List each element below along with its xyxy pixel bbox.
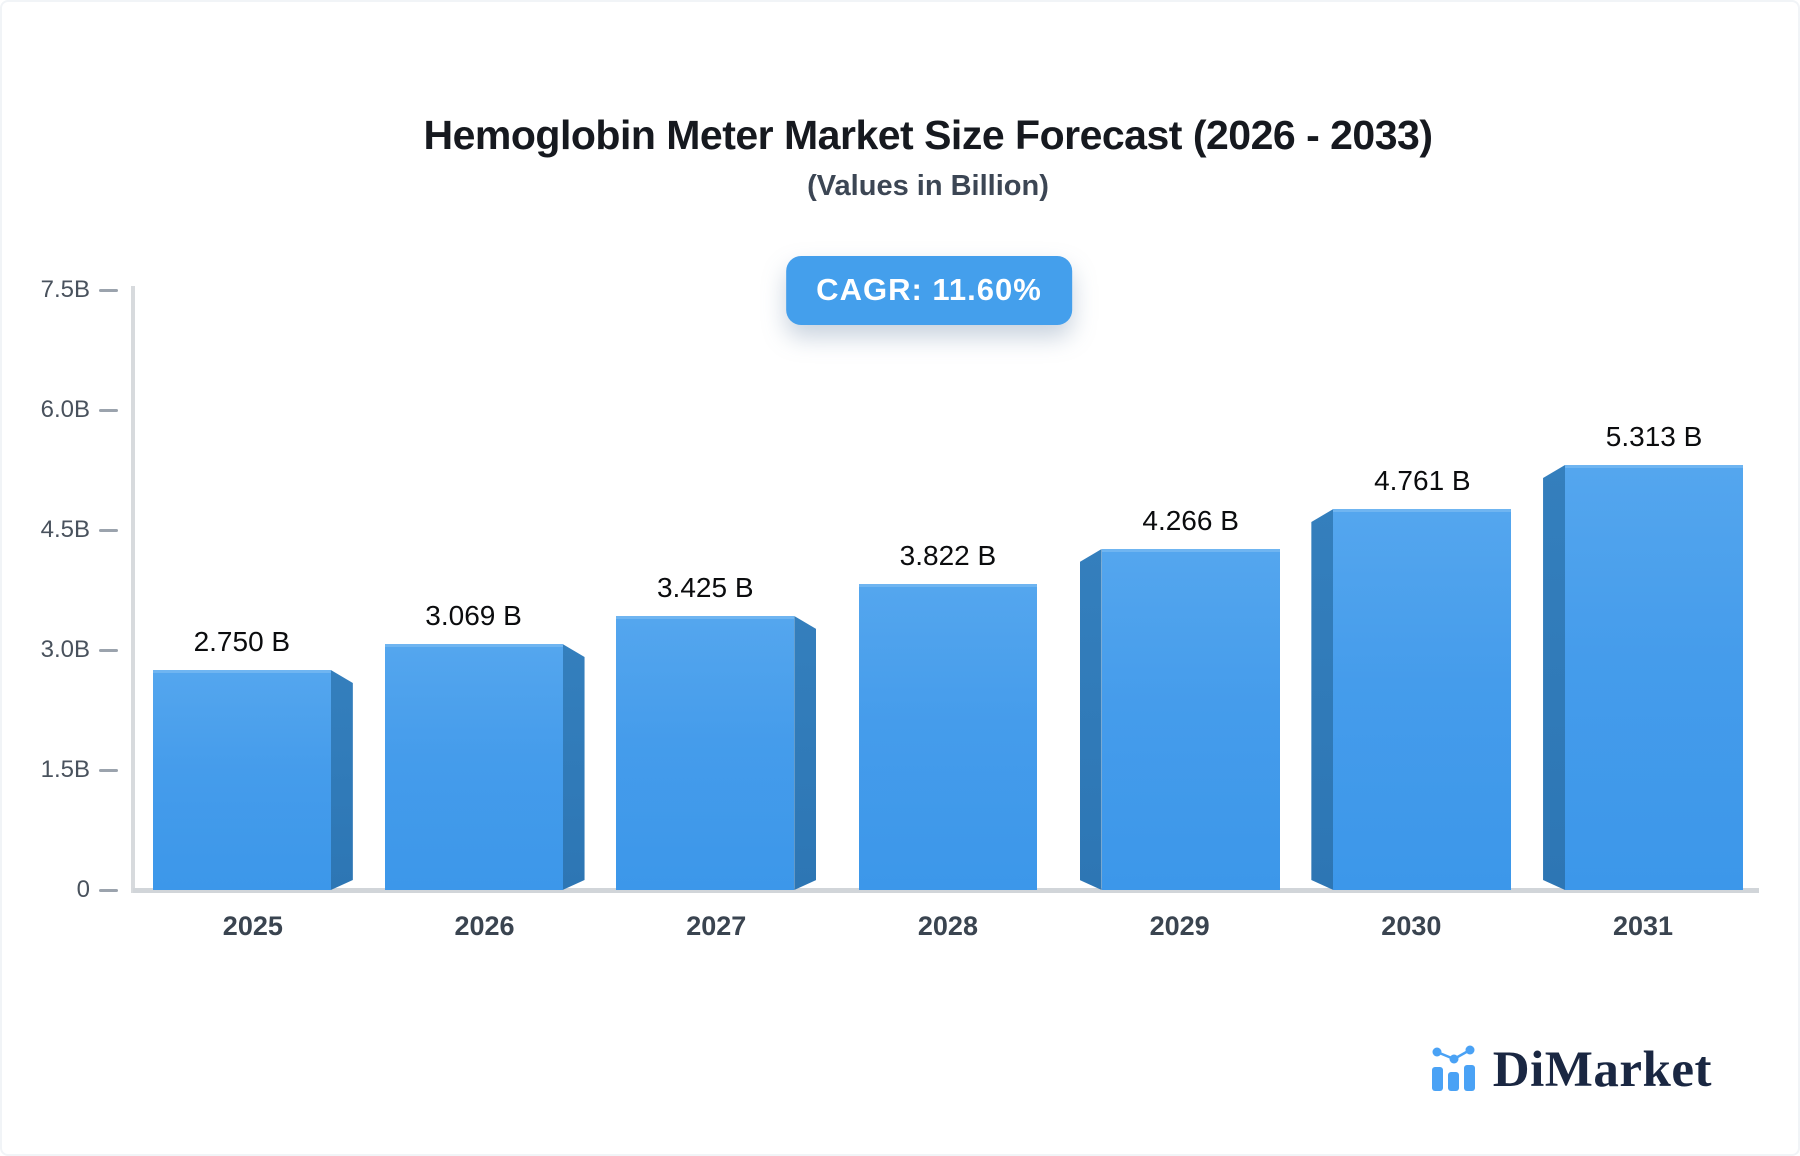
y-axis-tick-label: 1.5B bbox=[40, 756, 90, 783]
y-axis-tick-mark bbox=[99, 648, 118, 652]
y-axis-tick-mark bbox=[99, 408, 118, 412]
cagr-badge: CAGR: 11.60% bbox=[786, 256, 1072, 325]
x-axis-label-2029: 2029 bbox=[1149, 911, 1210, 941]
bar-2029 bbox=[1101, 549, 1280, 890]
chart-subtitle: (Values in Billion) bbox=[807, 170, 1049, 202]
bar-2026-side bbox=[563, 644, 585, 890]
bar-value-label: 4.266 B bbox=[1142, 505, 1239, 536]
x-axis-line bbox=[133, 888, 1759, 893]
mini-bar-chart-icon bbox=[1431, 1045, 1475, 1091]
x-axis-label-2030: 2030 bbox=[1381, 911, 1442, 941]
bar-2028 bbox=[858, 584, 1037, 890]
bar-2030 bbox=[1333, 509, 1512, 890]
y-axis-tick-mark bbox=[99, 768, 118, 772]
brand-name: DiMarket bbox=[1492, 1042, 1712, 1098]
y-axis-tick-mark bbox=[99, 528, 118, 532]
bar-value-label: 3.822 B bbox=[899, 540, 997, 571]
y-axis-tick-mark bbox=[99, 288, 118, 292]
bar-2027-side bbox=[794, 616, 816, 890]
bar-value-label: 2.750 B bbox=[193, 626, 291, 657]
y-axis-line bbox=[131, 286, 135, 893]
y-axis-tick-mark bbox=[99, 888, 118, 892]
x-axis-label-2028: 2028 bbox=[917, 911, 978, 941]
y-axis-tick-label: 3.0B bbox=[40, 636, 90, 663]
brand-logo: DiMarket bbox=[1428, 1042, 1712, 1098]
bar-2027 bbox=[616, 616, 795, 890]
x-axis-label-2025: 2025 bbox=[222, 911, 283, 941]
x-axis-label-2027: 2027 bbox=[686, 911, 747, 941]
bar-2030-side bbox=[1311, 509, 1333, 890]
x-axis-label-2031: 2031 bbox=[1612, 911, 1674, 941]
y-axis-tick-label: 6.0B bbox=[40, 396, 90, 423]
y-axis-tick-label: 0 bbox=[76, 876, 90, 903]
bar-value-label: 5.313 B bbox=[1605, 421, 1703, 452]
bar-2025-side bbox=[331, 670, 353, 890]
bar-value-label: 3.069 B bbox=[425, 600, 522, 631]
y-axis-tick-label: 7.5B bbox=[40, 276, 90, 303]
bar-2029-side bbox=[1080, 549, 1102, 890]
bar-2026 bbox=[384, 644, 563, 890]
bar-2031-side bbox=[1543, 465, 1565, 890]
bar-2031 bbox=[1565, 465, 1744, 890]
bar-value-label: 3.425 B bbox=[656, 572, 754, 603]
chart-title: Hemoglobin Meter Market Size Forecast (2… bbox=[423, 112, 1433, 158]
bar-value-label: 4.761 B bbox=[1374, 465, 1471, 496]
y-axis-tick-label: 4.5B bbox=[40, 516, 90, 543]
x-axis-label-2026: 2026 bbox=[454, 911, 515, 941]
bar-2025 bbox=[152, 670, 331, 890]
